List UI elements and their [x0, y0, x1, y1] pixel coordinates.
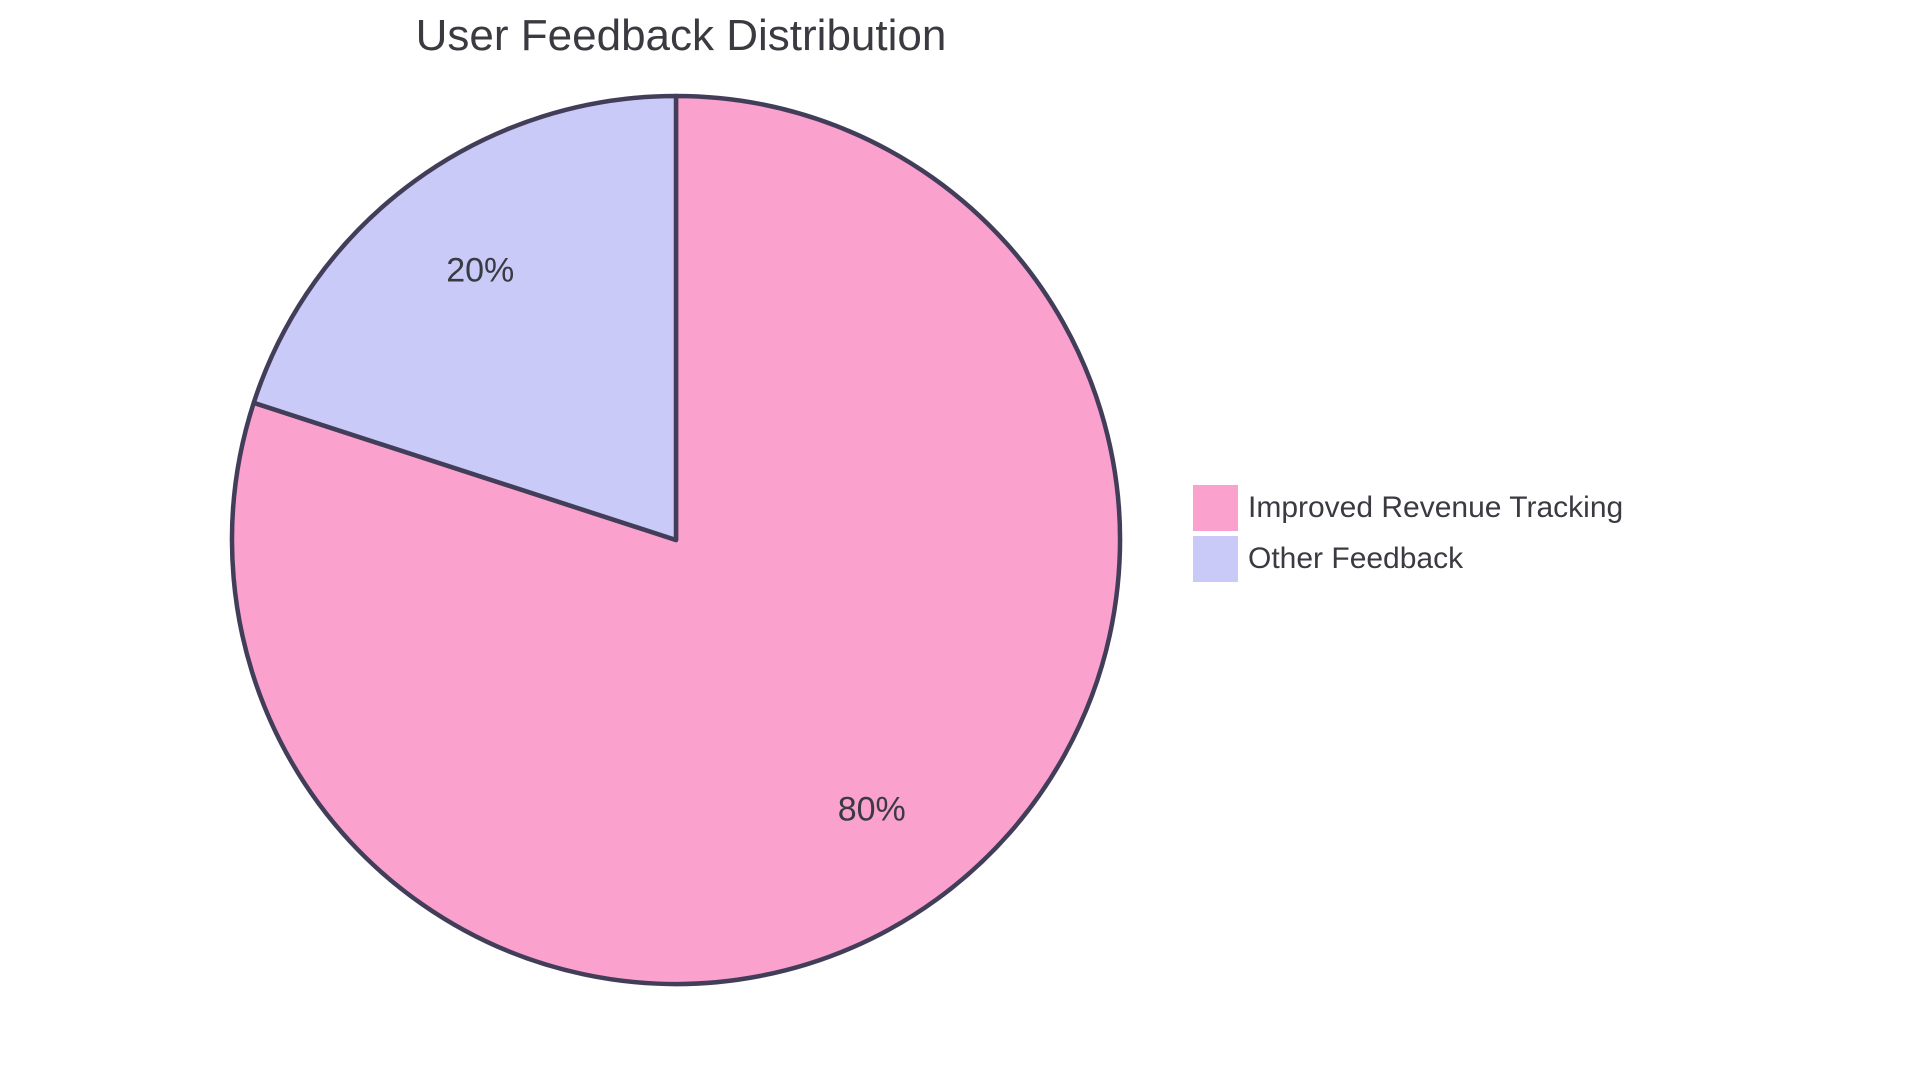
- legend-item-improved-revenue-tracking[interactable]: Improved Revenue Tracking: [1193, 485, 1623, 531]
- legend-label-other-feedback: Other Feedback: [1248, 542, 1464, 575]
- pie-slice-1[interactable]: [251, 93, 679, 543]
- pie-slices: 80% 20%: [229, 93, 1123, 987]
- legend-label-improved-revenue-tracking: Improved Revenue Tracking: [1248, 491, 1624, 524]
- slice-percent-label-0: 80%: [838, 790, 906, 828]
- legend: Improved Revenue Tracking Other Feedback: [1193, 485, 1623, 582]
- legend-item-other-feedback[interactable]: Other Feedback: [1193, 536, 1623, 582]
- slice-percent-label-1: 20%: [446, 252, 514, 290]
- legend-swatch-other-feedback: [1193, 536, 1238, 582]
- legend-swatch-improved-revenue-tracking: [1193, 485, 1238, 531]
- chart-title: User Feedback Distribution: [416, 11, 947, 60]
